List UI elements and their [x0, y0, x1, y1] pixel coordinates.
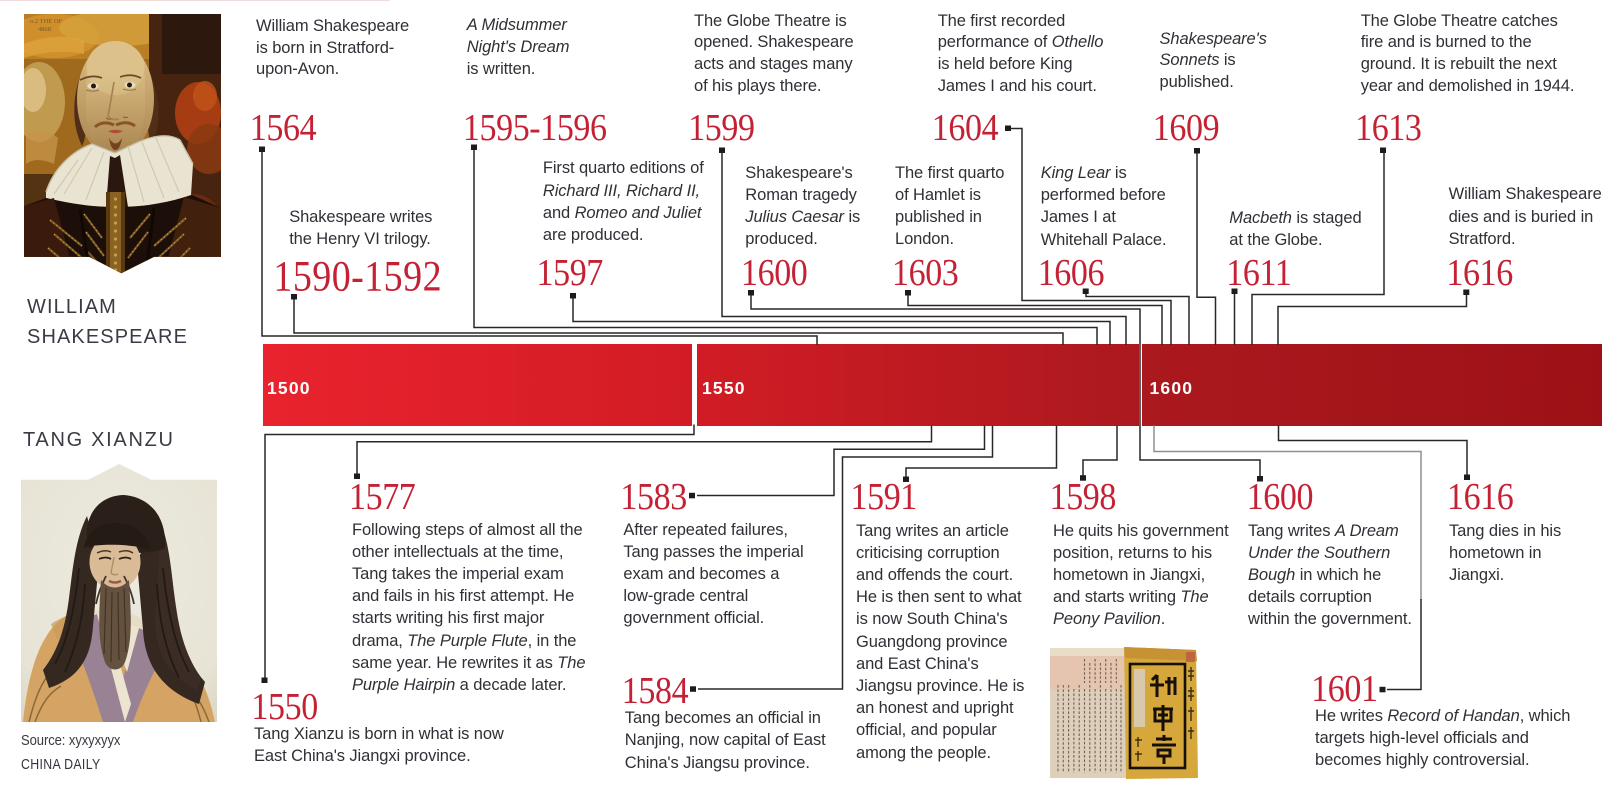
- svg-text:4868: 4868: [38, 26, 51, 33]
- svg-text:o.2 THE OF: o.2 THE OF: [30, 18, 63, 25]
